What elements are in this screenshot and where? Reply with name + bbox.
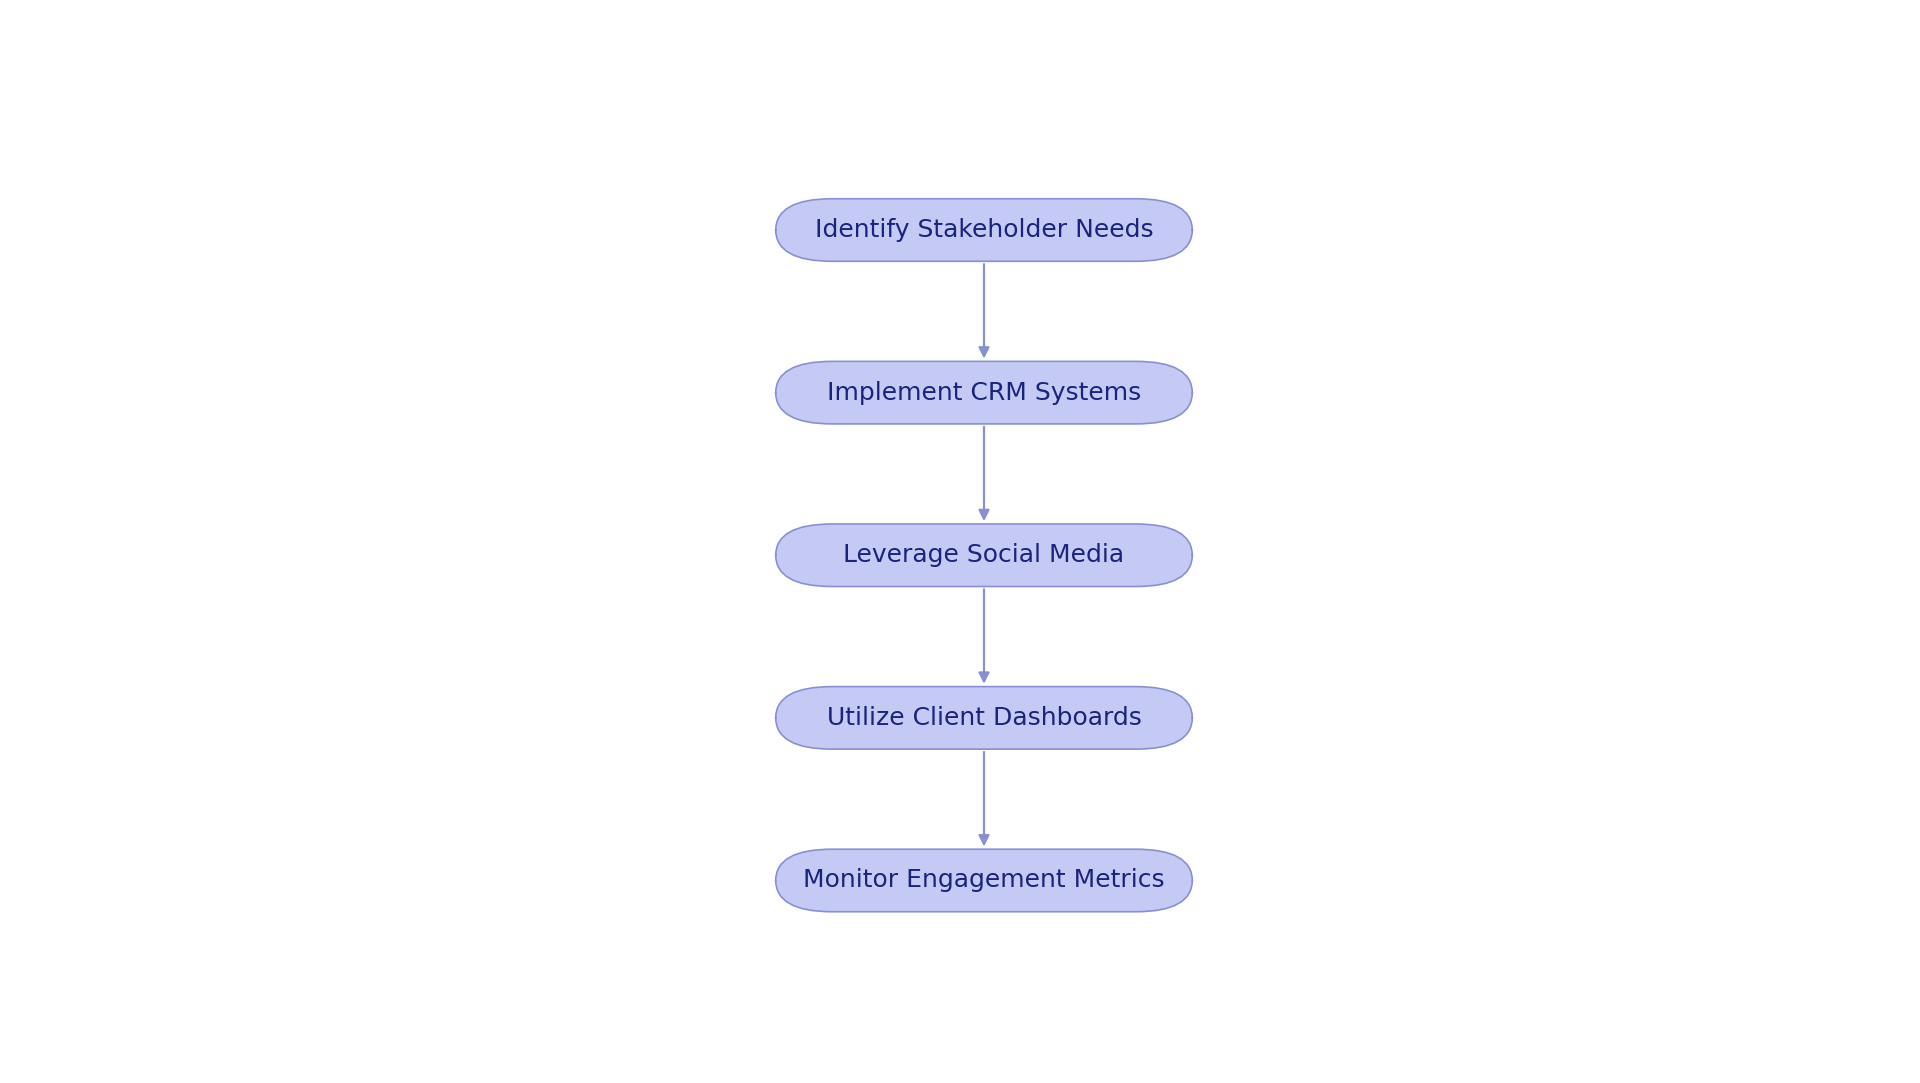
- Text: Leverage Social Media: Leverage Social Media: [843, 544, 1125, 567]
- FancyBboxPatch shape: [776, 362, 1192, 423]
- FancyBboxPatch shape: [776, 199, 1192, 261]
- FancyBboxPatch shape: [776, 524, 1192, 587]
- FancyBboxPatch shape: [776, 849, 1192, 912]
- Text: Monitor Engagement Metrics: Monitor Engagement Metrics: [803, 869, 1165, 892]
- Text: Utilize Client Dashboards: Utilize Client Dashboards: [828, 706, 1140, 730]
- Text: Identify Stakeholder Needs: Identify Stakeholder Needs: [814, 218, 1154, 242]
- Text: Implement CRM Systems: Implement CRM Systems: [828, 380, 1140, 405]
- FancyBboxPatch shape: [776, 687, 1192, 749]
